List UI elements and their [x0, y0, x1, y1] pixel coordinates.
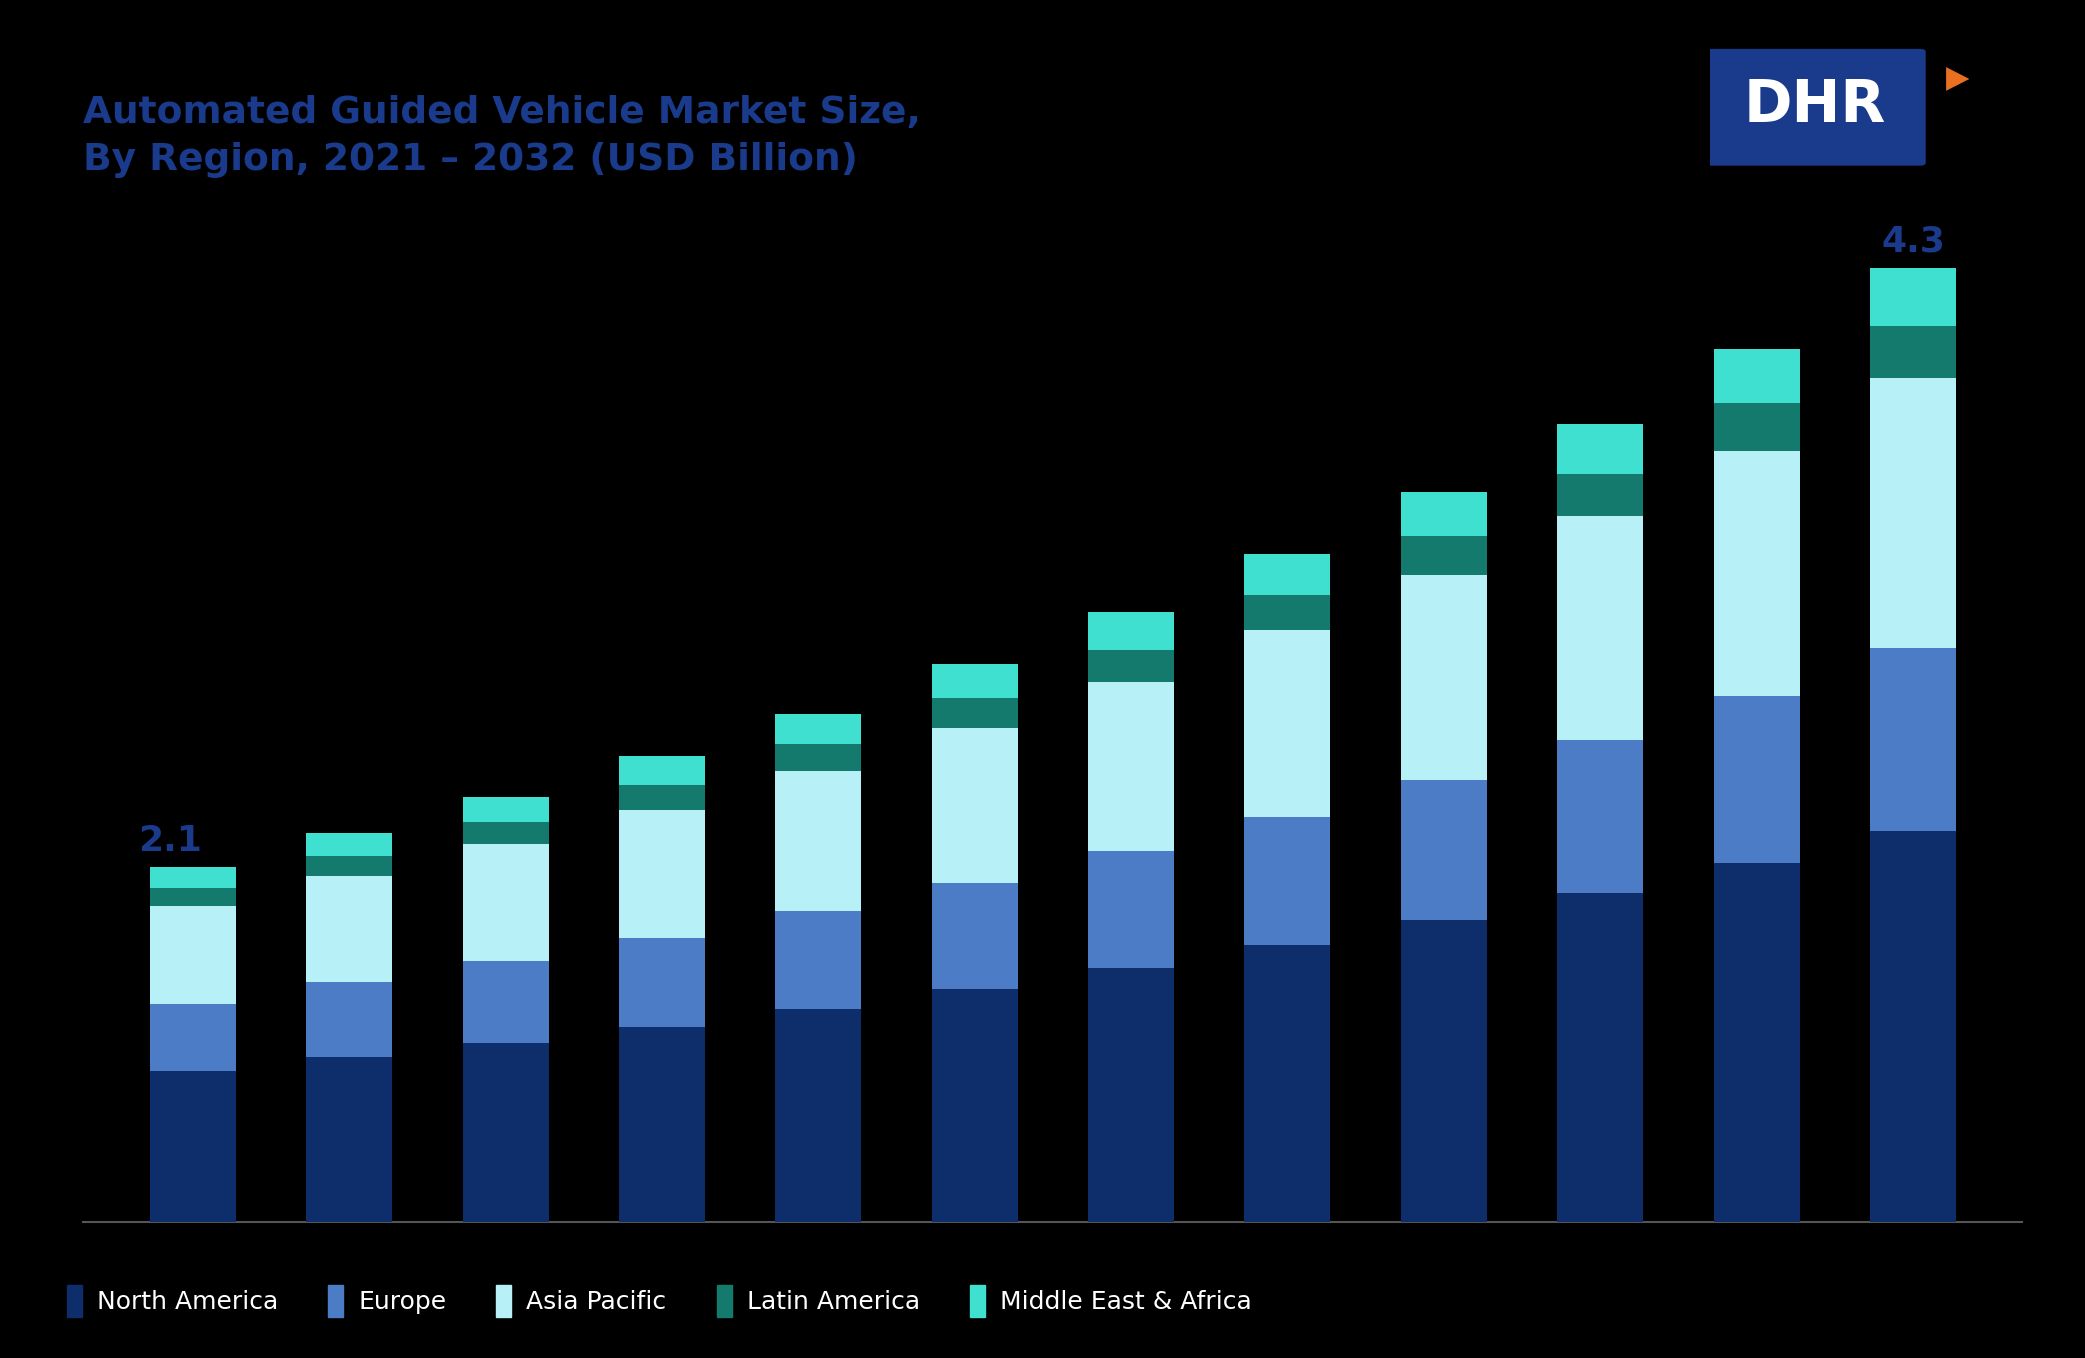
- Bar: [463, 843, 548, 961]
- Bar: [463, 1043, 548, 1222]
- Text: 4.3: 4.3: [1881, 224, 1945, 258]
- Bar: [776, 770, 861, 911]
- Bar: [1088, 968, 1174, 1222]
- Bar: [1557, 894, 1643, 1222]
- Bar: [776, 744, 861, 770]
- Bar: [463, 961, 548, 1043]
- Bar: [1401, 919, 1487, 1222]
- Bar: [619, 785, 705, 809]
- Bar: [1245, 945, 1330, 1222]
- Bar: [1401, 779, 1487, 919]
- Bar: [1401, 536, 1487, 574]
- Bar: [1245, 818, 1330, 945]
- Bar: [1088, 649, 1174, 682]
- Bar: [1245, 630, 1330, 818]
- Bar: [306, 856, 392, 876]
- Bar: [1401, 574, 1487, 779]
- Legend: North America, Europe, Asia Pacific, Latin America, Middle East & Africa: North America, Europe, Asia Pacific, Lat…: [56, 1275, 1261, 1327]
- Bar: [1714, 697, 1799, 864]
- Bar: [306, 1057, 392, 1222]
- Bar: [1088, 682, 1174, 850]
- Bar: [1088, 612, 1174, 649]
- Bar: [150, 1071, 236, 1222]
- Bar: [619, 938, 705, 1027]
- Bar: [1401, 492, 1487, 536]
- Bar: [619, 809, 705, 938]
- Bar: [932, 883, 1017, 990]
- Bar: [306, 832, 392, 856]
- Text: 2.1: 2.1: [138, 824, 202, 858]
- Bar: [1714, 864, 1799, 1222]
- Bar: [1557, 474, 1643, 516]
- Bar: [1088, 850, 1174, 968]
- Bar: [932, 698, 1017, 728]
- Bar: [1245, 554, 1330, 595]
- Bar: [1557, 740, 1643, 894]
- Bar: [1714, 349, 1799, 403]
- Bar: [1714, 451, 1799, 697]
- Bar: [1870, 831, 1956, 1222]
- Bar: [1557, 516, 1643, 740]
- Bar: [1714, 403, 1799, 451]
- Text: ▶: ▶: [1945, 64, 1970, 94]
- Text: DHR: DHR: [1743, 77, 1887, 134]
- Bar: [932, 990, 1017, 1222]
- Bar: [1870, 378, 1956, 648]
- Bar: [932, 728, 1017, 883]
- Bar: [1870, 268, 1956, 326]
- Bar: [463, 797, 548, 822]
- Bar: [150, 1004, 236, 1071]
- Bar: [776, 1009, 861, 1222]
- Bar: [1870, 648, 1956, 831]
- Bar: [150, 888, 236, 906]
- Bar: [306, 876, 392, 982]
- Bar: [150, 906, 236, 1004]
- Text: Automated Guided Vehicle Market Size,
By Region, 2021 – 2032 (USD Billion): Automated Guided Vehicle Market Size, By…: [83, 95, 922, 178]
- Bar: [932, 664, 1017, 698]
- Bar: [1245, 595, 1330, 630]
- Bar: [463, 822, 548, 843]
- Bar: [1870, 326, 1956, 378]
- Bar: [150, 866, 236, 888]
- Bar: [776, 714, 861, 744]
- Bar: [619, 1027, 705, 1222]
- Bar: [1557, 424, 1643, 474]
- Bar: [776, 911, 861, 1009]
- Bar: [306, 982, 392, 1057]
- Bar: [619, 756, 705, 785]
- FancyBboxPatch shape: [1703, 49, 1927, 166]
